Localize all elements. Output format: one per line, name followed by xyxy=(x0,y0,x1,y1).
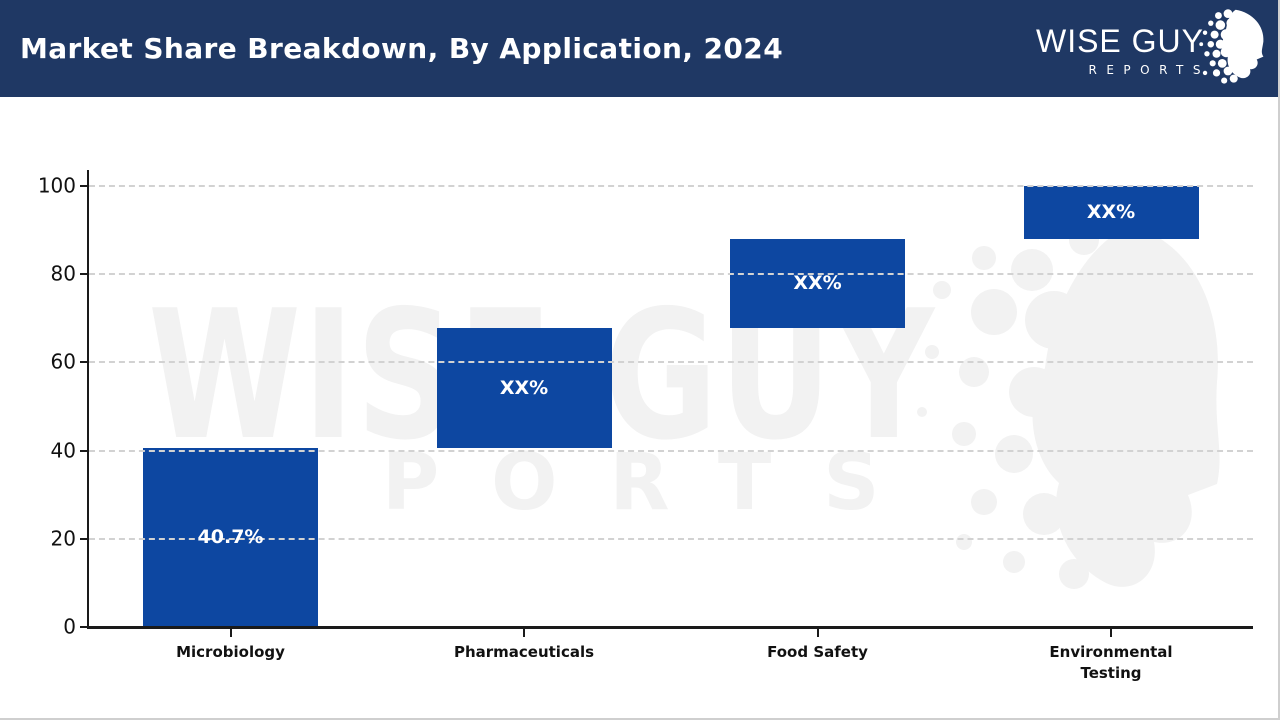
x-tick-mark xyxy=(816,629,819,637)
logo-face-icon xyxy=(1199,9,1264,84)
watermark-text-sub: PORTS xyxy=(382,438,932,528)
y-tick-label: 60 xyxy=(50,349,76,374)
y-tick-mark xyxy=(80,626,88,628)
bar-food-safety xyxy=(730,238,905,328)
gridline xyxy=(89,361,1253,364)
y-tick-label: 0 xyxy=(63,614,76,639)
x-tick-mark xyxy=(523,629,525,637)
logo-text: WISE GUY REPORTS xyxy=(1036,23,1204,77)
y-tick-label: 100 xyxy=(37,173,76,198)
y-tick-mark xyxy=(80,185,88,187)
x-category-label: Pharmaceuticals xyxy=(453,643,595,661)
logo: WISE GUY REPORTS xyxy=(1036,5,1272,93)
y-tick-label: 40 xyxy=(50,438,76,463)
x-category-label: Environmental Testing xyxy=(1049,643,1173,682)
x-axis-line xyxy=(87,626,1253,629)
bar-microbiology xyxy=(143,447,318,627)
x-tick-mark xyxy=(229,629,232,637)
bar-pharmaceuticals xyxy=(436,328,612,448)
x-category-label: Food Safety xyxy=(767,643,868,661)
y-tick-mark xyxy=(80,537,88,540)
x-tick-mark xyxy=(1110,629,1112,637)
report-title: Market Share Breakdown, By Application, … xyxy=(20,32,784,65)
watermark-face-icon xyxy=(917,225,1220,589)
x-category-label: Microbiology xyxy=(176,643,285,661)
y-tick-mark xyxy=(80,361,88,364)
y-tick-mark xyxy=(80,449,88,452)
y-tick-label: 80 xyxy=(50,261,76,286)
logo-sub: REPORTS xyxy=(1088,63,1210,77)
logo-brand: WISE GUY xyxy=(1035,23,1204,59)
gridline xyxy=(89,273,1253,276)
y-axis-line xyxy=(87,170,89,628)
header-bar: Market Share Breakdown, By Application, … xyxy=(0,0,1278,97)
y-tick-label: 20 xyxy=(50,526,76,551)
y-tick-mark xyxy=(80,273,88,276)
bar-environmental-testing xyxy=(1023,186,1199,239)
